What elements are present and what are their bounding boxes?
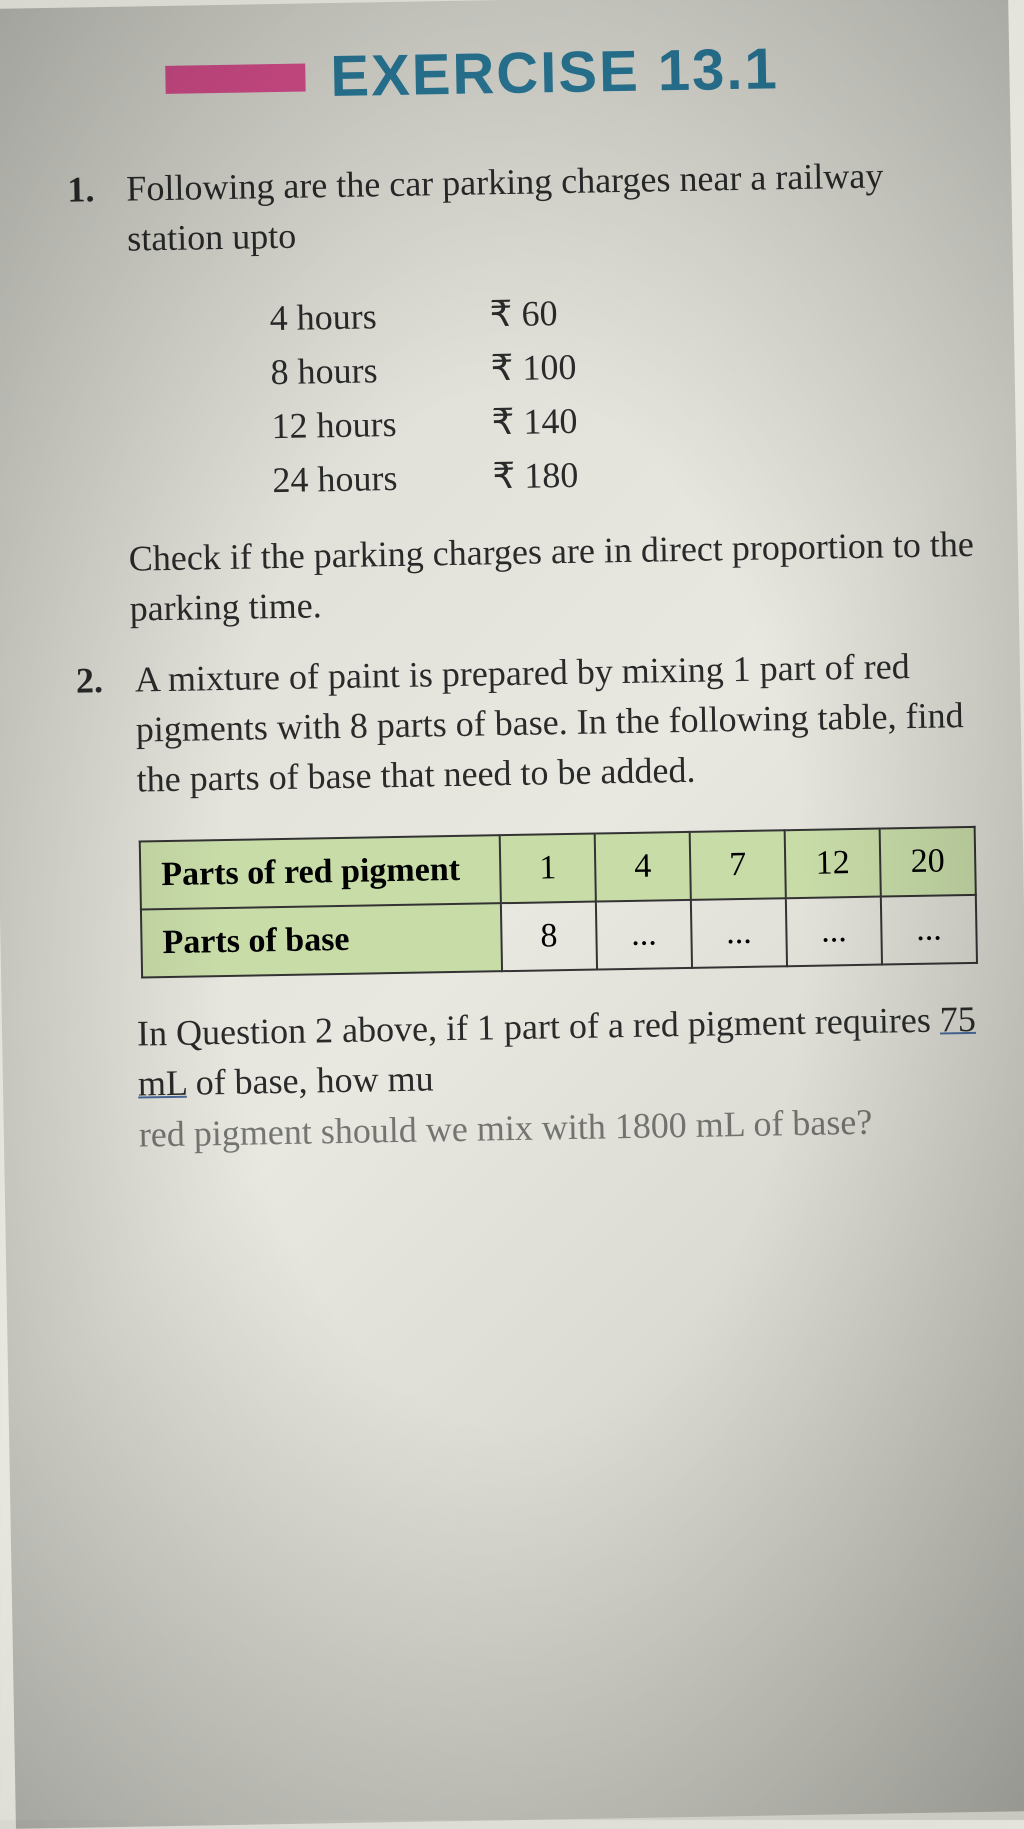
parking-row: 8 hours ₹ 100 [270, 338, 985, 392]
question-2: 2. A mixture of paint is prepared by mix… [75, 639, 991, 806]
question-1: 1. Following are the car parking charges… [67, 149, 983, 266]
parking-charge: ₹ 140 [491, 398, 642, 443]
followup-text-part2: of base, how mu [186, 1059, 434, 1103]
paint-mixture-table: Parts of red pigment 1 4 7 12 20 Parts o… [139, 826, 978, 979]
exercise-title: EXERCISE 13.1 [330, 35, 779, 110]
q1-check-text: Check if the parking charges are in dire… [128, 518, 989, 634]
pink-accent-bar [165, 63, 305, 93]
table-header-cell: Parts of red pigment [140, 835, 501, 909]
followup-text-part1: In Question 2 above, if 1 part of a red … [137, 999, 940, 1053]
parking-charge: ₹ 60 [489, 290, 640, 335]
table-cell: 7 [690, 830, 786, 900]
parking-hours: 24 hours [272, 455, 493, 501]
parking-hours: 8 hours [270, 347, 491, 393]
table-cell: 8 [501, 901, 597, 971]
exercise-header: EXERCISE 13.1 [165, 32, 980, 113]
parking-row: 12 hours ₹ 140 [271, 392, 986, 446]
table-header-cell: Parts of base [141, 903, 502, 977]
table-cell: 20 [880, 827, 976, 897]
q2-followup: In Question 2 above, if 1 part of a red … [137, 993, 998, 1109]
table-cell: 12 [785, 828, 881, 898]
table-cell: ... [596, 900, 692, 970]
parking-charge: ₹ 180 [492, 452, 643, 497]
table-cell: ... [786, 896, 882, 966]
q2-number: 2. [75, 654, 126, 705]
parking-row: 4 hours ₹ 60 [269, 284, 984, 338]
table-row: Parts of base 8 ... ... ... ... [141, 895, 977, 978]
parking-hours: 12 hours [271, 401, 492, 447]
q1-number: 1. [67, 164, 118, 215]
parking-charges-list: 4 hours ₹ 60 8 hours ₹ 100 12 hours ₹ 14… [269, 284, 986, 500]
table-cell: 1 [500, 833, 596, 903]
parking-row: 24 hours ₹ 180 [272, 446, 987, 500]
q1-text: Following are the car parking charges ne… [126, 149, 982, 265]
parking-charge: ₹ 100 [490, 344, 641, 389]
table-cell: 4 [595, 832, 691, 902]
table-cell: ... [881, 895, 977, 965]
parking-hours: 4 hours [269, 293, 490, 339]
q2-text: A mixture of paint is prepared by mixing… [134, 639, 991, 805]
table-cell: ... [691, 898, 787, 968]
